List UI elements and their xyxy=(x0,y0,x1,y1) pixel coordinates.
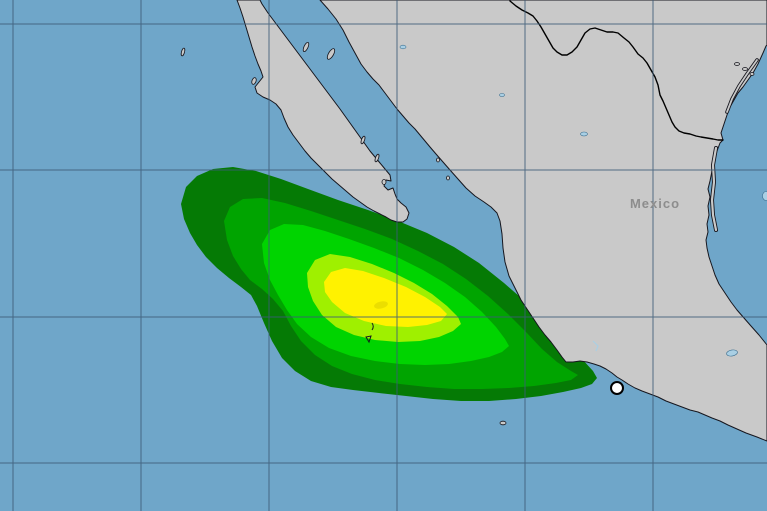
gulf-island xyxy=(381,179,387,185)
lakes xyxy=(399,44,767,357)
lake-chapala xyxy=(726,349,738,357)
texas-islet xyxy=(749,72,755,76)
gulf-island xyxy=(360,135,366,145)
lake xyxy=(580,131,588,137)
texas-islet xyxy=(742,67,748,71)
lake xyxy=(499,93,505,97)
coastal-islet xyxy=(436,157,440,163)
pacific-islet xyxy=(499,420,507,426)
gulf-island xyxy=(374,153,380,163)
barrier-island xyxy=(726,59,758,113)
coastal-islet xyxy=(446,175,450,181)
country-label: Mexico xyxy=(630,196,680,211)
baja-california-landmass xyxy=(236,0,410,223)
gulf-island xyxy=(326,48,336,60)
small-island-icon xyxy=(365,335,372,344)
coastal-lagoon xyxy=(762,191,767,201)
islands xyxy=(180,41,755,426)
storm-position-marker xyxy=(610,381,624,395)
texas-islet xyxy=(734,62,740,66)
us-mexico-border-river xyxy=(509,0,724,141)
small-island-icon xyxy=(371,322,374,331)
barrier-island xyxy=(710,146,718,232)
gulf-island xyxy=(302,41,310,53)
probability-contours xyxy=(181,167,597,401)
barrier-islands xyxy=(709,58,759,232)
guadalupe-island xyxy=(180,47,186,57)
small-river xyxy=(592,340,599,352)
cedros-island xyxy=(251,77,257,85)
lake xyxy=(399,44,407,50)
probability-band-core xyxy=(324,268,447,327)
core-shading-spot xyxy=(374,301,388,309)
